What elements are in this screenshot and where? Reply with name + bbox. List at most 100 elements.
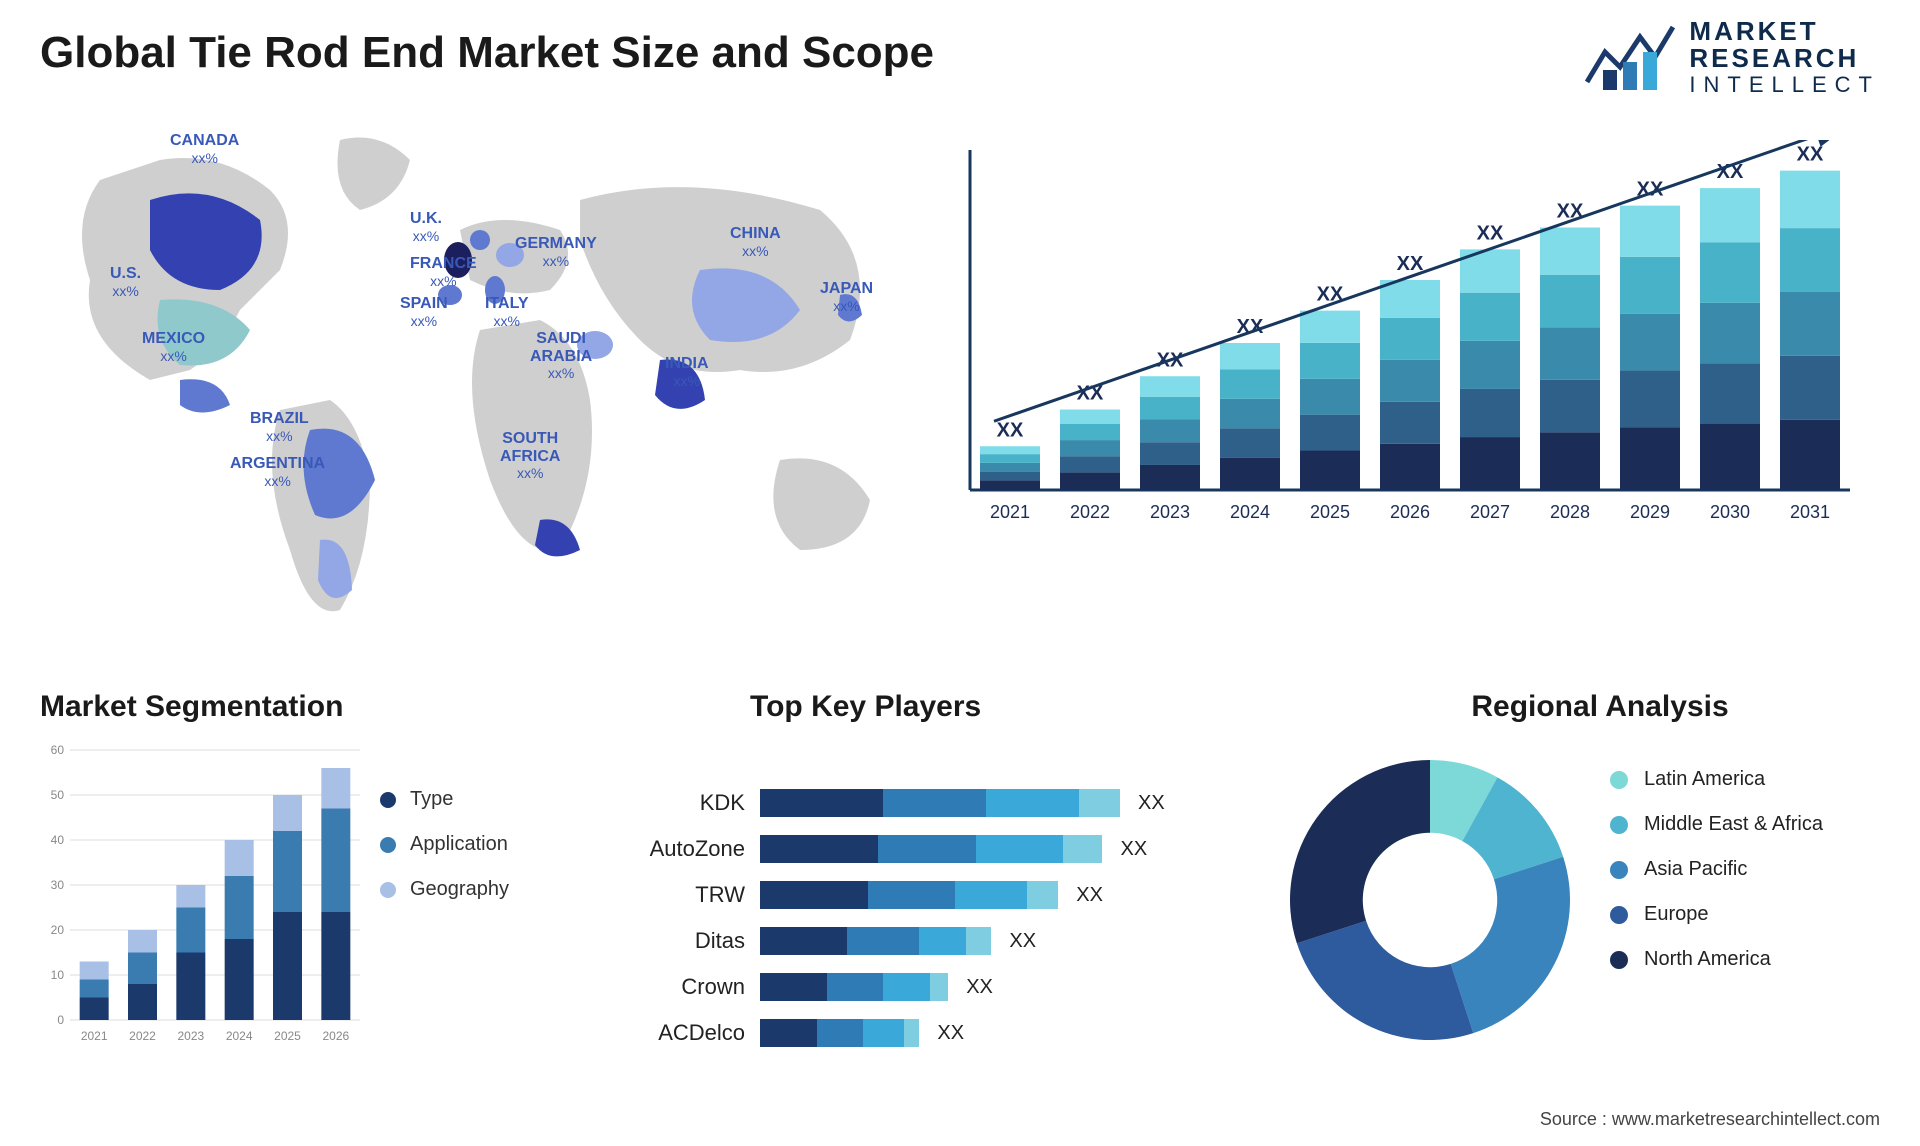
legend-label: Geography xyxy=(410,878,509,901)
svg-text:50: 50 xyxy=(51,788,65,802)
player-name: ACDelco xyxy=(635,1010,745,1056)
svg-text:XX: XX xyxy=(1397,253,1424,275)
legend-label: Europe xyxy=(1644,903,1709,926)
regional-title: Regional Analysis xyxy=(1320,690,1880,724)
svg-text:2025: 2025 xyxy=(1310,502,1350,522)
player-bar-segment xyxy=(1027,881,1058,909)
player-bar-segment xyxy=(904,1019,919,1047)
svg-text:2021: 2021 xyxy=(81,1029,108,1043)
player-bar-segment xyxy=(760,789,883,817)
svg-text:2030: 2030 xyxy=(1710,502,1750,522)
legend-dot-icon xyxy=(380,882,396,898)
world-map-svg xyxy=(40,120,910,650)
player-bar-row: XX xyxy=(760,780,1220,826)
player-bar-segment xyxy=(847,927,919,955)
player-bar-segment xyxy=(883,973,929,1001)
svg-text:XX: XX xyxy=(997,419,1024,441)
map-label: MEXICOxx% xyxy=(142,330,205,365)
player-bar xyxy=(760,1019,919,1047)
segmentation-legend: Type Application Geography xyxy=(380,788,509,923)
regional-donut xyxy=(1280,750,1580,1050)
player-bar-segment xyxy=(760,1019,817,1047)
player-bar-segment xyxy=(883,789,986,817)
svg-text:2028: 2028 xyxy=(1550,502,1590,522)
player-bar-value: XX xyxy=(1138,792,1165,815)
map-label: ARGENTINAxx% xyxy=(230,455,325,490)
player-bar xyxy=(760,835,1103,863)
logo-text-1: MARKET xyxy=(1689,18,1880,45)
page-title: Global Tie Rod End Market Size and Scope xyxy=(40,28,934,78)
player-bar-segment xyxy=(976,835,1063,863)
world-map: CANADAxx%U.S.xx%MEXICOxx%BRAZILxx%ARGENT… xyxy=(40,120,910,650)
legend-dot-icon xyxy=(380,792,396,808)
player-bar-segment xyxy=(1063,835,1102,863)
logo-mark-icon xyxy=(1585,22,1675,92)
legend-dot-icon xyxy=(1610,861,1628,879)
legend-label: Latin America xyxy=(1644,768,1765,791)
svg-text:2026: 2026 xyxy=(1390,502,1430,522)
segmentation-legend-item: Geography xyxy=(380,878,509,901)
player-name: TRW xyxy=(635,872,745,918)
segmentation-title: Market Segmentation xyxy=(40,690,600,724)
player-bar-value: XX xyxy=(1009,930,1036,953)
regional-legend-item: Middle East & Africa xyxy=(1610,813,1823,836)
player-bar-segment xyxy=(919,927,965,955)
map-label: CANADAxx% xyxy=(170,132,239,167)
player-bar-value: XX xyxy=(966,976,993,999)
map-label: JAPANxx% xyxy=(820,280,873,315)
regional-legend-item: Asia Pacific xyxy=(1610,858,1823,881)
svg-text:10: 10 xyxy=(51,968,65,982)
svg-text:60: 60 xyxy=(51,743,65,757)
player-bar-segment xyxy=(760,927,847,955)
player-bar-value: XX xyxy=(1121,838,1148,861)
legend-label: Middle East & Africa xyxy=(1644,813,1823,836)
svg-text:0: 0 xyxy=(57,1013,64,1027)
player-bar-segment xyxy=(827,973,884,1001)
logo-text-3: INTELLECT xyxy=(1689,73,1880,96)
map-label: SPAINxx% xyxy=(400,295,448,330)
svg-text:2029: 2029 xyxy=(1630,502,1670,522)
forecast-chart-svg: XX2021XX2022XX2023XX2024XX2025XX2026XX20… xyxy=(960,140,1880,620)
player-bar-row: XX xyxy=(760,964,1220,1010)
map-label: SOUTHAFRICAxx% xyxy=(500,430,560,483)
svg-text:2023: 2023 xyxy=(1150,502,1190,522)
legend-dot-icon xyxy=(1610,771,1628,789)
players-section: Top Key Players xyxy=(750,690,1310,724)
regional-legend-item: Europe xyxy=(1610,903,1823,926)
player-bar-segment xyxy=(817,1019,863,1047)
player-bar-value: XX xyxy=(937,1022,964,1045)
segmentation-section: Market Segmentation xyxy=(40,690,600,724)
regional-legend-item: Latin America xyxy=(1610,768,1823,791)
svg-text:2026: 2026 xyxy=(322,1029,349,1043)
map-label: SAUDIARABIAxx% xyxy=(530,330,592,383)
legend-dot-icon xyxy=(1610,951,1628,969)
source-text: Source : www.marketresearchintellect.com xyxy=(1540,1109,1880,1130)
players-title: Top Key Players xyxy=(750,690,1310,724)
player-bar-segment xyxy=(760,973,827,1001)
svg-text:2025: 2025 xyxy=(274,1029,301,1043)
player-bar-segment xyxy=(1079,789,1120,817)
legend-label: Application xyxy=(410,833,508,856)
legend-dot-icon xyxy=(1610,816,1628,834)
player-bar-value: XX xyxy=(1076,884,1103,907)
forecast-chart: XX2021XX2022XX2023XX2024XX2025XX2026XX20… xyxy=(960,140,1880,620)
player-bar xyxy=(760,789,1120,817)
legend-dot-icon xyxy=(1610,906,1628,924)
regional-section: Regional Analysis xyxy=(1320,690,1880,724)
player-bar-segment xyxy=(760,835,878,863)
brand-logo: MARKET RESEARCH INTELLECT xyxy=(1585,18,1880,96)
svg-text:2022: 2022 xyxy=(129,1029,156,1043)
player-name: AutoZone xyxy=(635,826,745,872)
legend-dot-icon xyxy=(380,837,396,853)
svg-text:2022: 2022 xyxy=(1070,502,1110,522)
player-bar xyxy=(760,881,1058,909)
player-bar-segment xyxy=(966,927,992,955)
player-bar-segment xyxy=(986,789,1079,817)
svg-text:2024: 2024 xyxy=(1230,502,1270,522)
player-bar-segment xyxy=(760,881,868,909)
player-bar xyxy=(760,973,948,1001)
player-name: KDK xyxy=(635,780,745,826)
player-bar-segment xyxy=(863,1019,904,1047)
legend-label: Type xyxy=(410,788,453,811)
segmentation-chart-svg: 0102030405060202120222023202420252026 xyxy=(40,740,370,1050)
